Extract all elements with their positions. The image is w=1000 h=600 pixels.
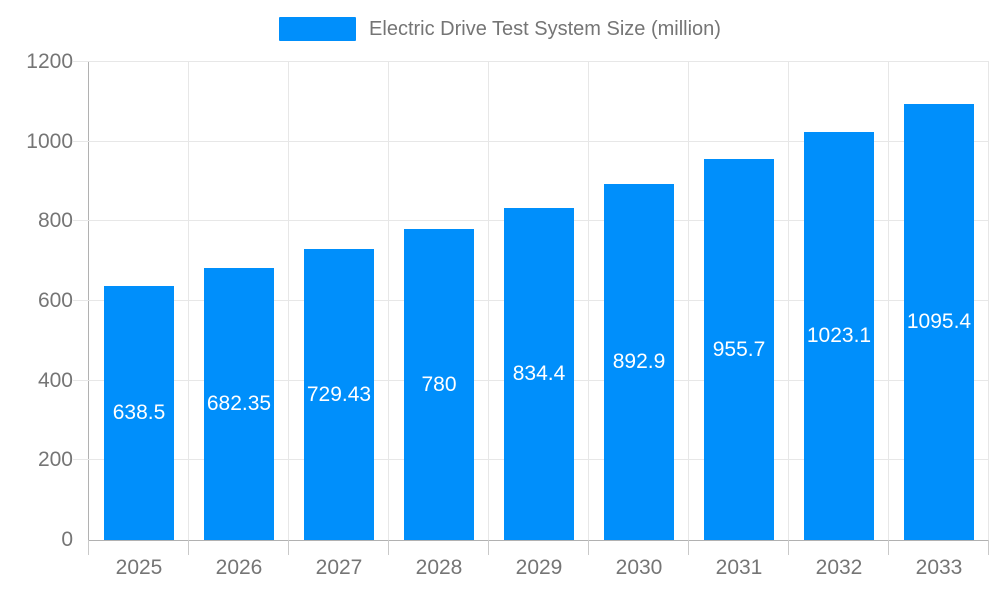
bar-value-label: 1023.1	[806, 324, 872, 347]
gridline-vertical	[488, 62, 489, 540]
x-axis-tick	[88, 540, 89, 555]
x-axis-tick	[788, 540, 789, 555]
gridline-horizontal	[73, 61, 989, 62]
x-axis-label: 2033	[915, 556, 963, 579]
x-axis-label: 2027	[315, 556, 363, 579]
y-axis-label: 1000	[26, 130, 73, 153]
gridline-vertical	[988, 62, 989, 540]
bar-value-label: 1095.4	[906, 310, 972, 333]
legend-label: Electric Drive Test System Size (million…	[369, 17, 721, 40]
x-axis-tick	[388, 540, 389, 555]
bar-2028[interactable]: 780	[404, 229, 474, 540]
x-axis-tick	[888, 540, 889, 555]
bar-value-label: 682.35	[206, 392, 272, 415]
x-axis-label: 2028	[415, 556, 463, 579]
y-axis-label: 800	[37, 209, 73, 232]
bar-2026[interactable]: 682.35	[204, 268, 274, 540]
x-axis-label: 2031	[715, 556, 763, 579]
y-axis-label: 0	[61, 528, 73, 551]
x-axis-tick	[188, 540, 189, 555]
x-axis-label: 2026	[215, 556, 263, 579]
y-axis-label: 1200	[26, 50, 73, 73]
x-axis-tick	[988, 540, 989, 555]
gridline-horizontal	[73, 141, 989, 142]
bar-2032[interactable]: 1023.1	[804, 132, 874, 540]
bar-2031[interactable]: 955.7	[704, 159, 774, 540]
bar-value-label: 892.9	[612, 350, 666, 373]
x-axis-label: 2029	[515, 556, 563, 579]
legend-swatch	[279, 17, 357, 41]
gridline-vertical	[188, 62, 189, 540]
bar-2030[interactable]: 892.9	[604, 184, 674, 540]
plot-area: 0 200 400 600 800 1000 1200 638.5 2025 682.35 2026…	[26, 50, 989, 579]
x-axis-tick	[288, 540, 289, 555]
bar-value-label: 729.43	[306, 382, 372, 406]
x-axis-tick	[588, 540, 589, 555]
gridline-vertical	[888, 62, 889, 540]
x-axis-tick	[488, 540, 489, 555]
bar-value-label: 638.5	[112, 401, 166, 424]
gridline-vertical	[388, 62, 389, 540]
bar-2027[interactable]: 729.43	[304, 249, 374, 540]
bar-2033[interactable]: 1095.4	[904, 104, 974, 540]
x-axis-tick	[688, 540, 689, 555]
bar-2029[interactable]: 834.4	[504, 208, 574, 540]
y-axis-label: 600	[37, 289, 73, 312]
x-axis-label: 2032	[815, 556, 863, 579]
bar-value-label: 780	[421, 372, 457, 396]
gridline-vertical	[688, 62, 689, 540]
x-axis-label: 2025	[115, 556, 163, 579]
gridline-vertical	[788, 62, 789, 540]
gridline-vertical	[288, 62, 289, 540]
bar-value-label: 834.4	[512, 362, 566, 385]
bar-2025[interactable]: 638.5	[104, 286, 174, 540]
y-axis-label: 400	[37, 369, 73, 392]
gridline-vertical	[588, 62, 589, 540]
x-axis-label: 2030	[615, 556, 663, 579]
y-axis-label: 200	[37, 448, 73, 471]
chart-legend[interactable]: Electric Drive Test System Size (million…	[0, 17, 1000, 41]
bar-value-label: 955.7	[712, 337, 766, 361]
